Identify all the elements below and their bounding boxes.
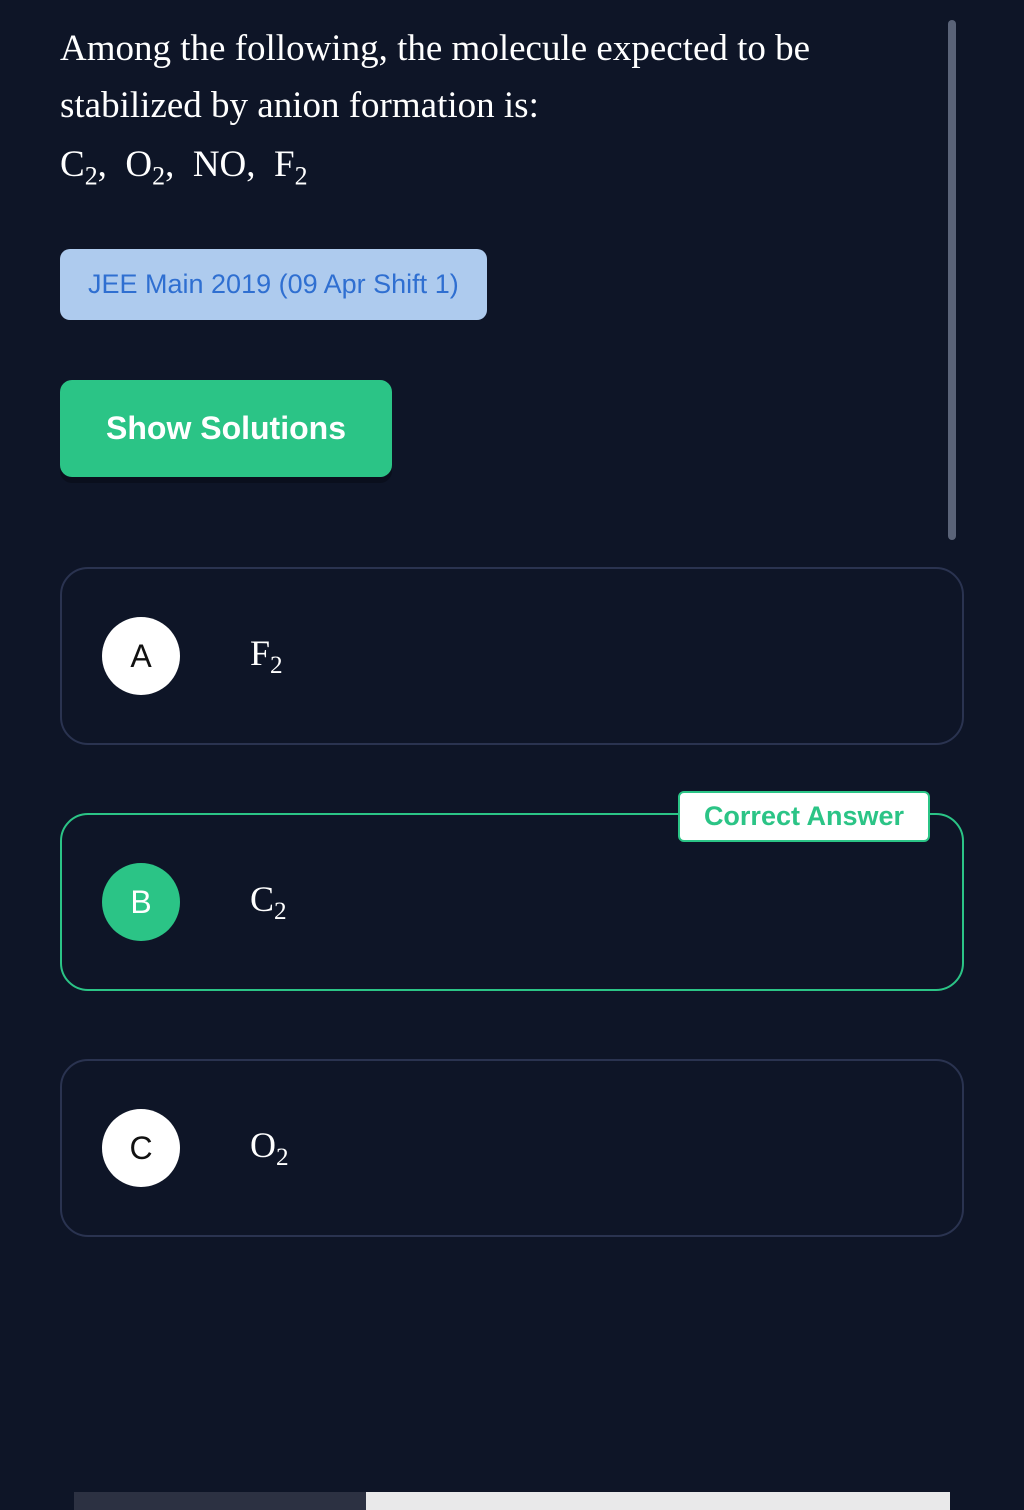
option-text: C2 bbox=[250, 878, 287, 926]
bottom-strip-light bbox=[366, 1492, 950, 1510]
question-panel: Among the following, the molecule expect… bbox=[0, 0, 1024, 1237]
option-badge: A bbox=[102, 617, 180, 695]
question-formula: C2, O2, NO, F2 bbox=[60, 143, 964, 191]
show-solutions-button[interactable]: Show Solutions bbox=[60, 380, 392, 477]
option-a[interactable]: A F2 bbox=[60, 567, 964, 745]
scrollbar[interactable] bbox=[948, 20, 956, 540]
question-text: Among the following, the molecule expect… bbox=[60, 20, 964, 135]
option-c[interactable]: C O2 bbox=[60, 1059, 964, 1237]
option-text: O2 bbox=[250, 1124, 289, 1172]
bottom-strip bbox=[74, 1492, 950, 1510]
exam-tag[interactable]: JEE Main 2019 (09 Apr Shift 1) bbox=[60, 249, 487, 320]
bottom-strip-dark bbox=[74, 1492, 366, 1510]
option-badge: C bbox=[102, 1109, 180, 1187]
options-list: A F2 Correct Answer B C2 C O2 bbox=[60, 567, 964, 1237]
option-text: F2 bbox=[250, 632, 283, 680]
correct-answer-label: Correct Answer bbox=[678, 791, 930, 842]
option-b[interactable]: Correct Answer B C2 bbox=[60, 813, 964, 991]
option-badge: B bbox=[102, 863, 180, 941]
